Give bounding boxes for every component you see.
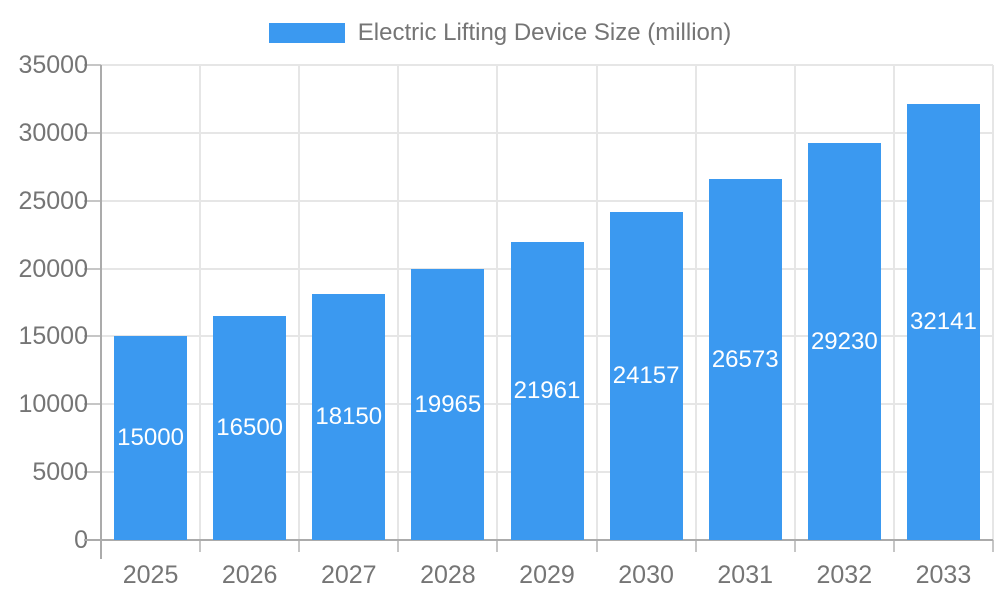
bar [411, 269, 485, 540]
x-gridline [694, 65, 697, 540]
y-axis-label: 10000 [18, 390, 88, 419]
x-axis-label: 2028 [420, 561, 476, 589]
bar-value-label: 24157 [612, 362, 680, 390]
x-axis-label: 2029 [519, 561, 575, 589]
legend-swatch [268, 23, 345, 43]
x-axis-label: 2030 [618, 561, 674, 589]
y-tick [84, 403, 101, 406]
y-tick [84, 64, 101, 66]
bar-value-label: 32141 [910, 307, 977, 335]
x-tick [992, 540, 994, 552]
y-tick [84, 131, 101, 134]
y-tick [84, 471, 101, 474]
x-gridline [397, 65, 400, 540]
x-gridline [298, 65, 301, 540]
x-tick [199, 540, 202, 552]
y-axis-label: 25000 [18, 186, 88, 215]
y-axis-line [100, 65, 102, 559]
bar-value-label: 19965 [414, 390, 482, 418]
legend: Electric Lifting Device Size (million) [0, 14, 1000, 52]
bar-value-label: 21961 [513, 376, 581, 404]
x-tick [496, 540, 499, 552]
x-tick [694, 540, 697, 552]
y-tick [84, 199, 101, 202]
bar [906, 103, 980, 540]
x-gridline [892, 65, 895, 540]
x-axis-label: 2031 [717, 561, 774, 589]
x-gridline [199, 65, 202, 540]
bar-value-label: 16500 [216, 414, 284, 442]
x-tick [298, 540, 301, 552]
bar [510, 241, 584, 540]
bar-value-label: 18150 [315, 402, 383, 430]
x-tick [397, 540, 400, 552]
y-tick [84, 267, 101, 270]
x-axis-label: 2033 [915, 561, 972, 589]
y-axis-label: 20000 [18, 254, 88, 283]
bar [213, 316, 287, 540]
legend-label: Electric Lifting Device Size (million) [357, 19, 732, 46]
x-axis-label: 2032 [816, 561, 873, 589]
bar [114, 336, 188, 540]
bar-value-label: 26573 [711, 345, 779, 373]
y-tick [84, 335, 101, 338]
y-axis-label: 5000 [32, 458, 88, 487]
x-tick [892, 540, 895, 552]
bar [609, 212, 683, 540]
x-axis-label: 2027 [320, 561, 377, 589]
x-tick [595, 540, 598, 552]
bar [312, 293, 386, 540]
y-axis-label: 0 [74, 526, 88, 554]
x-gridline [992, 65, 994, 540]
bar [807, 143, 881, 540]
x-gridline [595, 65, 598, 540]
x-tick [793, 540, 796, 552]
bar-value-label: 29230 [810, 327, 878, 355]
x-axis-line [84, 539, 993, 541]
x-gridline [496, 65, 499, 540]
bar [708, 179, 782, 540]
y-axis-label: 35000 [18, 51, 88, 79]
x-axis-label: 2025 [122, 561, 179, 589]
y-axis-label: 30000 [18, 118, 88, 147]
y-gridline [101, 131, 993, 134]
x-gridline [793, 65, 796, 540]
y-gridline [101, 64, 993, 66]
x-axis-label: 2026 [221, 561, 278, 589]
bar-value-label: 15000 [117, 424, 184, 452]
y-gridline [101, 199, 993, 202]
y-axis-label: 15000 [18, 322, 88, 351]
